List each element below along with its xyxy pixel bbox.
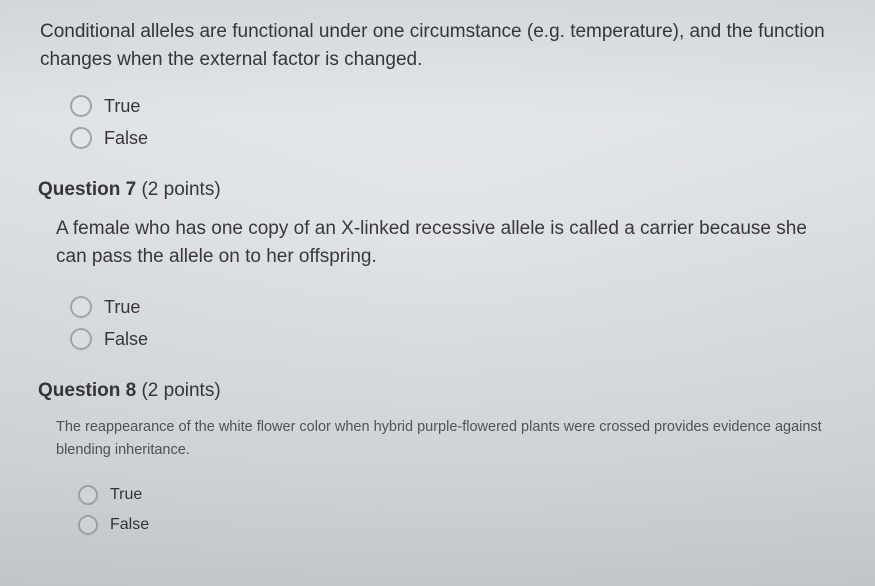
question-6-prompt: Conditional alleles are functional under… [38,18,837,73]
radio-icon [70,95,92,117]
q7-option-false-label: False [104,329,148,350]
radio-icon [78,515,98,535]
radio-icon [70,127,92,149]
question-7-heading: Question 7 (2 points) [38,179,837,201]
question-7-points: (2 points) [136,179,220,200]
question-8-number: Question 8 [38,380,136,401]
q6-option-false-label: False [104,128,148,149]
question-8-block: Question 8 (2 points) The reappearance o… [38,380,837,534]
question-8-prompt: The reappearance of the white flower col… [56,416,837,462]
q7-option-true[interactable]: True [70,296,837,318]
question-8-heading: Question 8 (2 points) [38,380,837,402]
question-8-points: (2 points) [136,380,220,401]
q8-option-true[interactable]: True [78,485,837,505]
question-8-options: True False [78,485,837,535]
question-6-options: True False [70,95,837,149]
radio-icon [78,485,98,505]
radio-icon [70,296,92,318]
question-7-block: Question 7 (2 points) A female who has o… [38,179,837,350]
question-7-number: Question 7 [38,179,136,200]
q6-option-true[interactable]: True [70,95,837,117]
question-7-options: True False [70,296,837,350]
q8-option-true-label: True [110,486,142,504]
q6-option-false[interactable]: False [70,127,837,149]
q6-option-true-label: True [104,96,140,117]
question-6-block: Conditional alleles are functional under… [38,18,837,149]
q8-option-false-label: False [110,516,149,534]
radio-icon [70,328,92,350]
q7-option-true-label: True [104,297,140,318]
q7-option-false[interactable]: False [70,328,837,350]
question-7-prompt: A female who has one copy of an X-linked… [56,215,837,270]
q8-option-false[interactable]: False [78,515,837,535]
